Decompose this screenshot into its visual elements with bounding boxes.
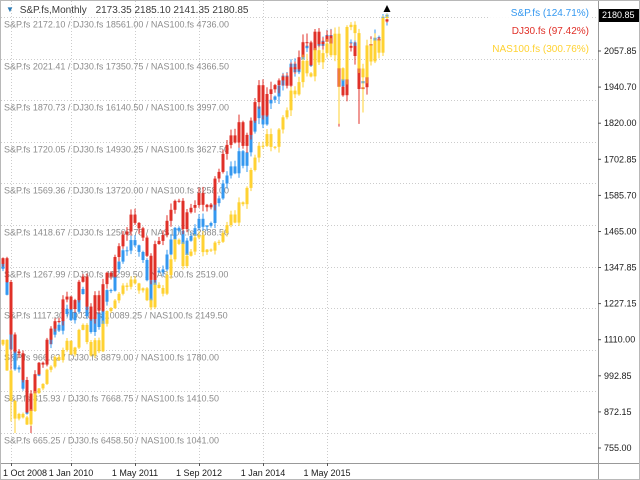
gridline-price-label: S&P.fs 966.62 / DJ30.fs 8879.00 / NAS100… — [4, 353, 219, 363]
last-price-arrow-icon — [383, 5, 391, 12]
time-axis-label: 1 May 2011 — [112, 468, 158, 478]
symbol-timeframe-label: S&P.fs,Monthly — [19, 5, 87, 16]
price-axis-label: 992.85 — [604, 371, 632, 381]
price-axis-label: 1702.85 — [604, 154, 637, 164]
price-axis-label: 1820.00 — [604, 118, 637, 128]
ohlc-values: 2173.35 2185.10 2141.35 2180.85 — [95, 5, 249, 16]
chart-header: ▼ S&P.fs,Monthly 2173.35 2185.10 2141.35… — [6, 5, 249, 16]
gridline-price-label: S&P.fs 2172.10 / DJ30.fs 18561.00 / NAS1… — [4, 20, 229, 30]
gridline-price-label: S&P.fs 665.25 / DJ30.fs 6458.50 / NAS100… — [4, 436, 219, 446]
candles-spfs — [1, 13, 389, 433]
gridline-price-label: S&P.fs 1117.30 / DJ30.fs 10089.25 / NAS1… — [4, 311, 228, 321]
candles-nas100fs — [1, 13, 389, 433]
gridline-price-label: S&P.fs 1418.67 / DJ30.fs 12509.75 / NAS1… — [4, 228, 229, 238]
price-axis-label: 755.00 — [604, 443, 632, 453]
time-axis-label: 1 Sep 2012 — [176, 468, 222, 478]
price-axis-label: 1465.00 — [604, 227, 637, 237]
overlay-legend: S&P.fs (124.71%) DJ30.fs (97.42%) NAS100… — [489, 5, 592, 59]
legend-item-dj30: DJ30.fs (97.42%) — [489, 23, 592, 41]
gridline-price-label: S&P.fs 1569.36 / DJ30.fs 13720.00 / NAS1… — [4, 186, 229, 196]
current-price-box: 2180.85 — [599, 9, 639, 22]
price-axis-label: 2057.85 — [604, 46, 637, 56]
price-axis-label: 872.15 — [604, 407, 632, 417]
price-axis-label: 1347.85 — [604, 263, 637, 273]
one-click-trading-icon[interactable]: ▼ — [6, 5, 14, 14]
time-axis-label: 1 May 2015 — [303, 468, 350, 478]
price-axis-label: 1227.15 — [604, 299, 637, 309]
time-axis[interactable]: 1 Oct 2008 1 Jan 2010 1 May 2011 1 Sep 2012… — [3, 463, 351, 478]
price-axis[interactable]: 2057.85 1940.70 1820.00 1702.85 1585.70 1465.… — [598, 46, 637, 453]
legend-item-sp: S&P.fs (124.71%) — [489, 5, 592, 23]
time-axis-label: 1 Jan 2010 — [49, 468, 94, 478]
price-axis-label: 1110.00 — [604, 335, 635, 345]
legend-item-nas100: NAS100.fs (300.76%) — [489, 41, 592, 59]
price-axis-label: 1940.70 — [604, 82, 637, 92]
gridline-price-label: S&P.fs 815.93 / DJ30.fs 7668.75 / NAS100… — [4, 394, 219, 404]
gridline-price-label: S&P.fs 1870.73 / DJ30.fs 16140.50 / NAS1… — [4, 103, 229, 113]
gridline-price-label: S&P.fs 1720.05 / DJ30.fs 14930.25 / NAS1… — [4, 145, 229, 155]
price-axis-label: 1585.70 — [604, 190, 637, 200]
time-axis-label: 1 Oct 2008 — [3, 468, 47, 478]
gridline-price-label: S&P.fs 2021.41 / DJ30.fs 17350.75 / NAS1… — [4, 62, 229, 72]
time-axis-label: 1 Jan 2014 — [241, 468, 286, 478]
